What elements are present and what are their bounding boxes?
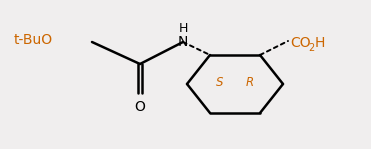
Text: O: O <box>135 100 145 114</box>
Text: H: H <box>178 21 188 35</box>
Text: H: H <box>315 36 325 50</box>
Text: t-BuO: t-BuO <box>14 33 53 47</box>
Text: CO: CO <box>290 36 311 50</box>
Text: 2: 2 <box>308 43 314 53</box>
Text: N: N <box>178 35 188 49</box>
Text: R: R <box>246 76 254 90</box>
Text: S: S <box>216 76 224 90</box>
